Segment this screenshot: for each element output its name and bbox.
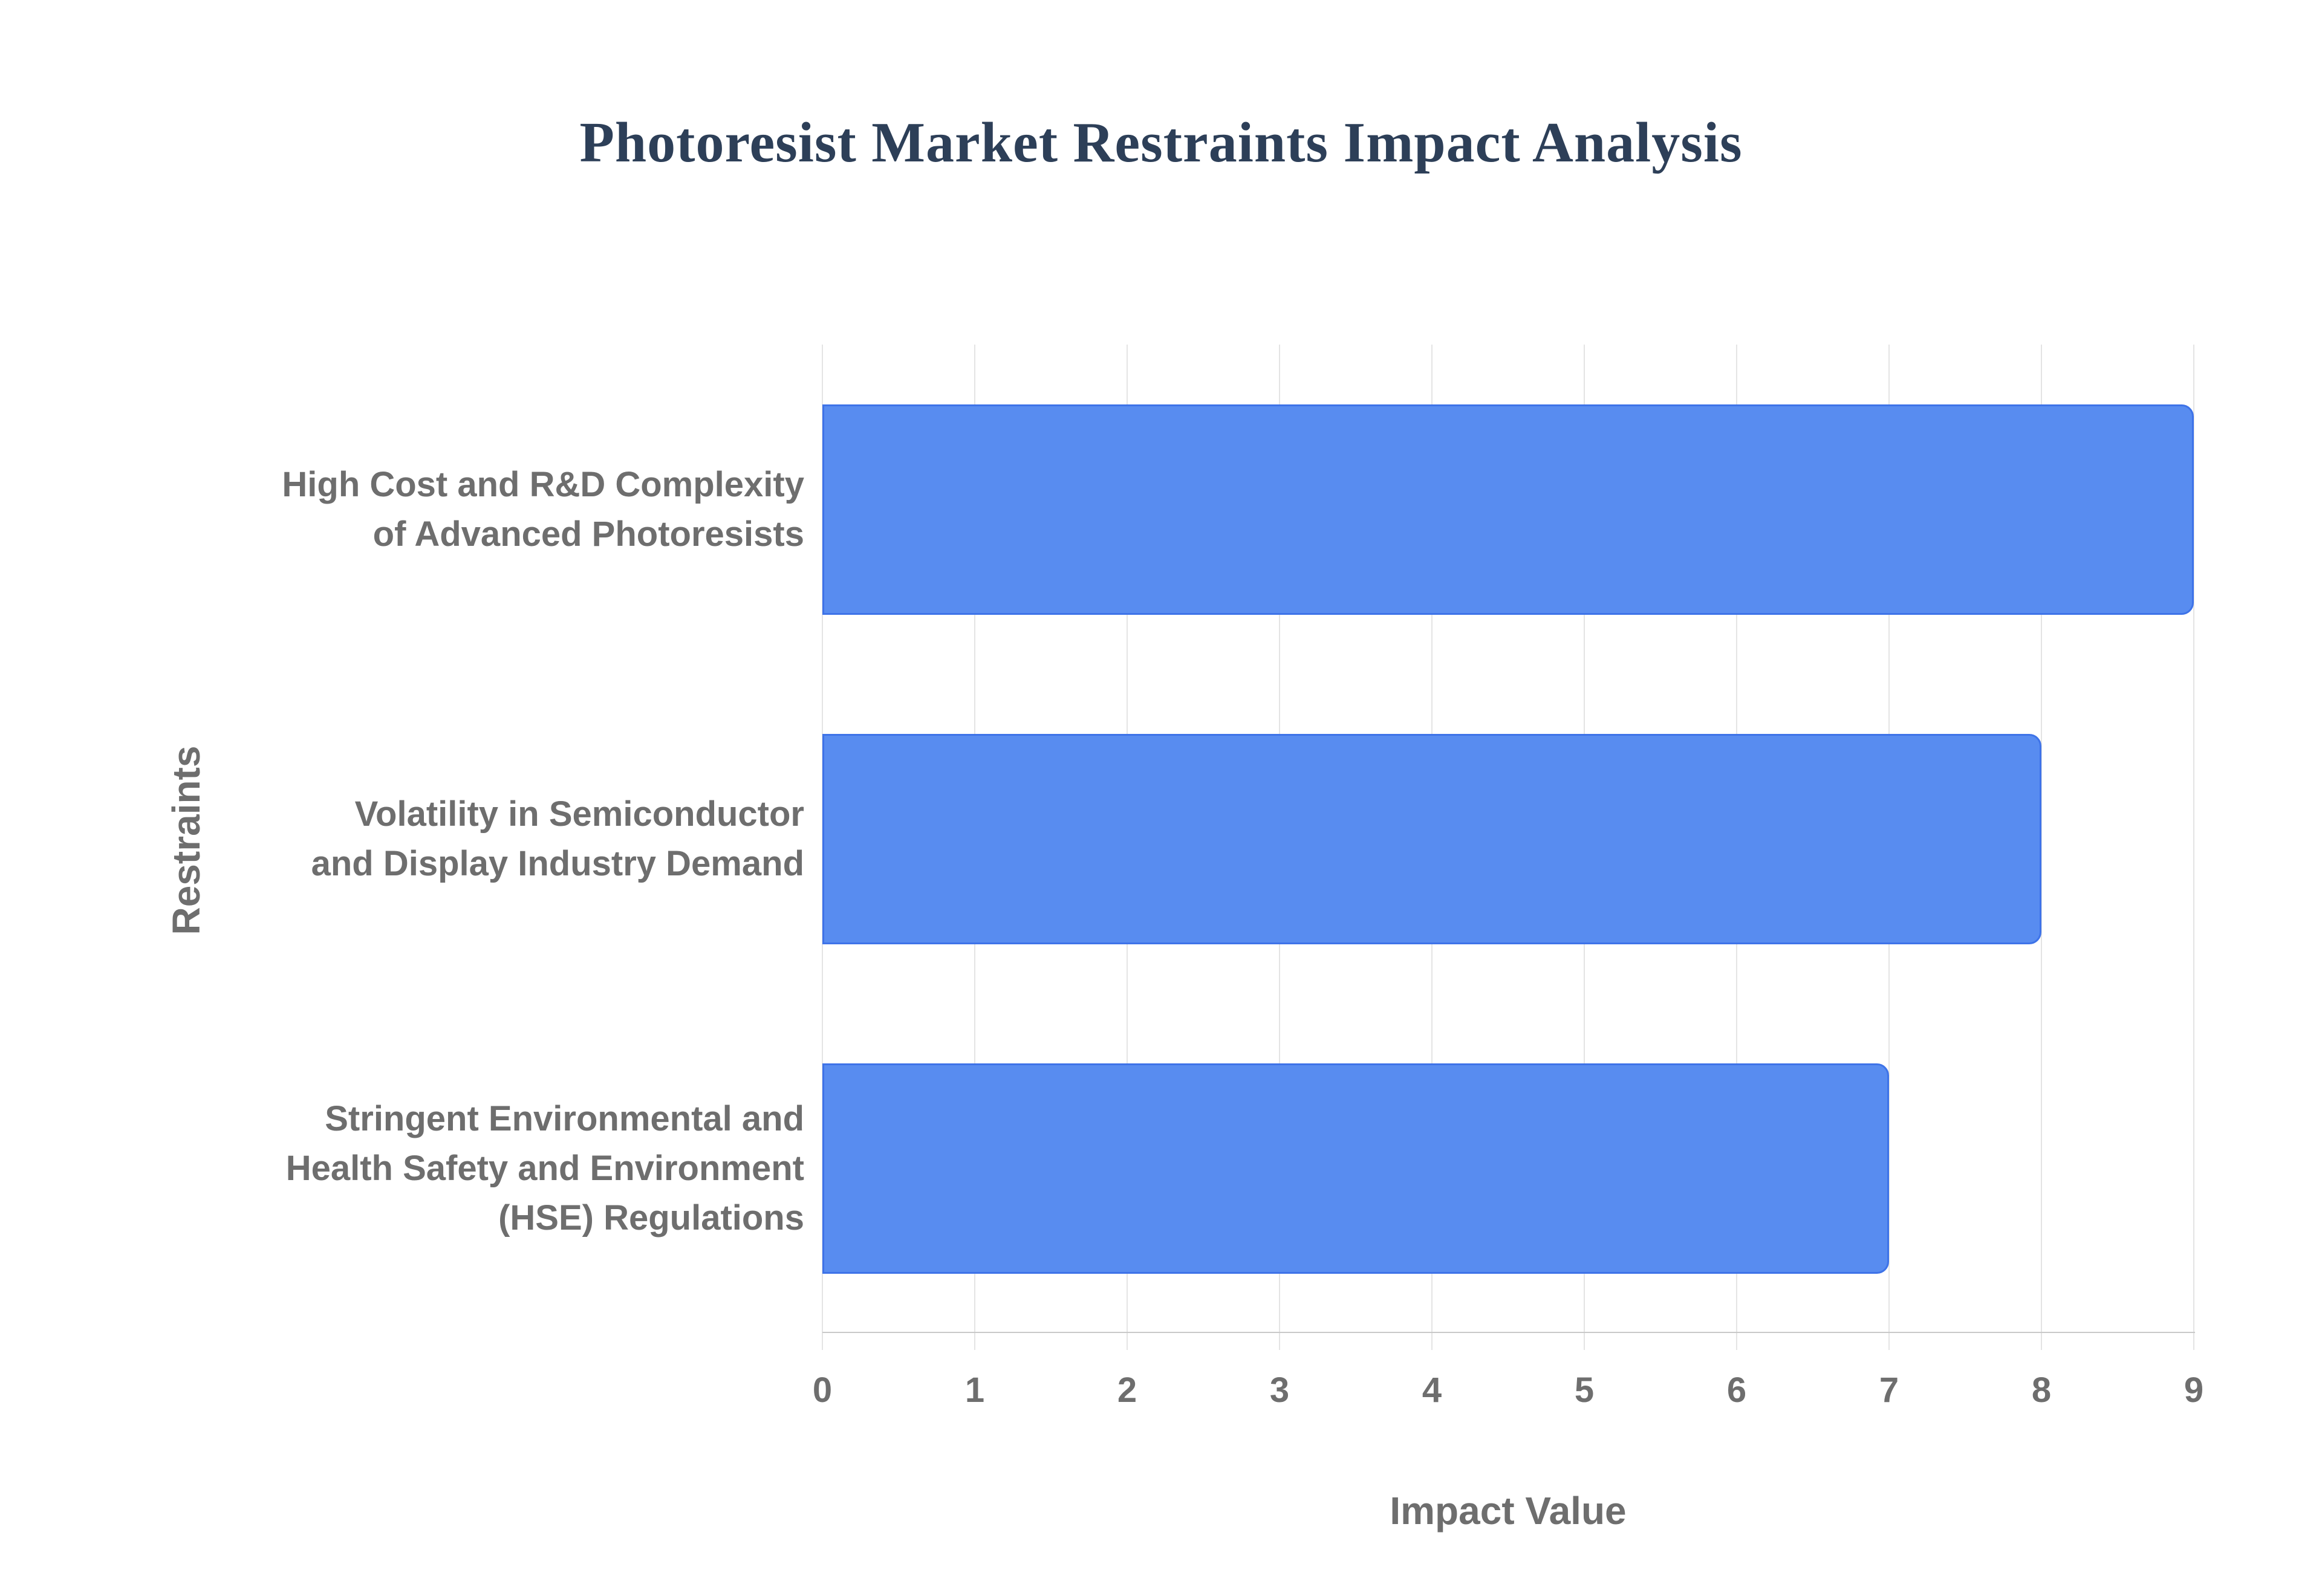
y-axis-title: Restraints (164, 745, 208, 935)
bar (822, 1063, 1889, 1274)
y-category-label: Volatility in Semiconductor and Display I… (311, 794, 804, 883)
y-category-label: High Cost and R&D Complexity of Advanced … (282, 464, 804, 554)
bar (822, 733, 2041, 944)
x-tick-label: 3 (1269, 1371, 1290, 1410)
x-tick-label: 9 (2184, 1371, 2204, 1410)
gridline (2041, 345, 2042, 1350)
x-tick-label: 5 (1574, 1371, 1595, 1410)
x-tick-label: 4 (1422, 1371, 1442, 1410)
x-tick-label: 6 (1726, 1371, 1747, 1410)
x-tick-label: 8 (2031, 1371, 2052, 1410)
x-tick-label: 0 (812, 1371, 833, 1410)
plot-area (822, 345, 2195, 1350)
x-axis-line (822, 1332, 2195, 1333)
gridline (2193, 345, 2194, 1350)
x-tick-label: 1 (964, 1371, 985, 1410)
x-tick-label: 2 (1117, 1371, 1137, 1410)
y-category-label: Stringent Environmental and Health Safety… (285, 1098, 804, 1238)
x-tick-label: 7 (1879, 1371, 1899, 1410)
x-axis-title: Impact Value (1390, 1489, 1627, 1533)
bar (822, 404, 2194, 615)
chart-title: Photoresist Market Restraints Impact Ana… (579, 111, 1743, 174)
